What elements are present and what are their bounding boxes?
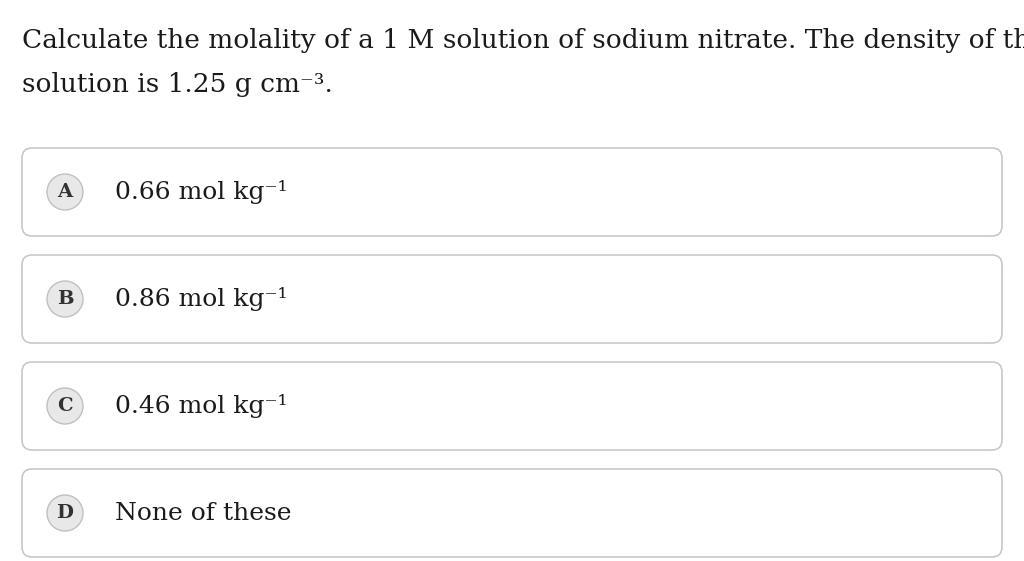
Text: A: A — [57, 183, 73, 201]
Ellipse shape — [47, 174, 83, 210]
Text: B: B — [56, 290, 74, 308]
Text: D: D — [56, 504, 74, 522]
Text: C: C — [57, 397, 73, 415]
FancyBboxPatch shape — [22, 148, 1002, 236]
Text: Calculate the molality of a 1 M solution of sodium nitrate. The density of the: Calculate the molality of a 1 M solution… — [22, 28, 1024, 53]
Text: 0.66 mol kg⁻¹: 0.66 mol kg⁻¹ — [115, 180, 288, 204]
Text: None of these: None of these — [115, 502, 292, 525]
Ellipse shape — [47, 388, 83, 424]
FancyBboxPatch shape — [22, 362, 1002, 450]
Ellipse shape — [47, 495, 83, 531]
Text: 0.86 mol kg⁻¹: 0.86 mol kg⁻¹ — [115, 287, 288, 311]
Text: 0.46 mol kg⁻¹: 0.46 mol kg⁻¹ — [115, 394, 288, 418]
FancyBboxPatch shape — [22, 255, 1002, 343]
Text: solution is 1.25 g cm⁻³.: solution is 1.25 g cm⁻³. — [22, 72, 333, 97]
FancyBboxPatch shape — [22, 469, 1002, 557]
Ellipse shape — [47, 281, 83, 317]
